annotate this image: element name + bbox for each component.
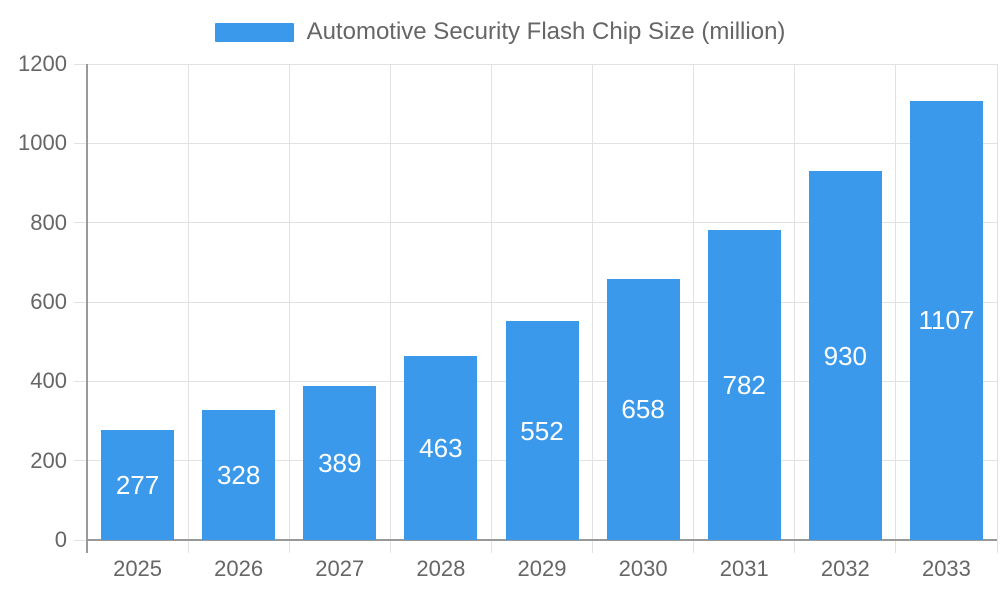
bar-value-label: 1107	[918, 305, 975, 336]
x-axis-tick-label: 2027	[315, 556, 365, 581]
bar-2030[interactable]: 658	[606, 278, 680, 540]
x-axis-tick-label: 2029	[517, 556, 567, 581]
x-axis-tick	[693, 540, 695, 553]
x-axis-tick-label: 2025	[113, 556, 163, 581]
y-axis-tick-label: 1200	[18, 51, 67, 76]
y-axis-tick	[74, 460, 87, 462]
y-axis-tick-label: 0	[54, 527, 67, 552]
gridline-vertical	[288, 64, 290, 540]
bar-value-label: 930	[823, 340, 868, 371]
legend-swatch-icon	[214, 22, 294, 42]
legend-item[interactable]: Automotive Security Flash Chip Size (mil…	[0, 16, 1000, 48]
bar-value-label: 328	[216, 459, 261, 490]
gridline-vertical	[895, 64, 897, 540]
gridline-horizontal	[87, 222, 997, 224]
y-axis-tick	[74, 380, 87, 382]
y-axis-tick-label: 800	[30, 209, 67, 235]
bar-value-label: 277	[115, 470, 160, 501]
x-axis-tick	[187, 540, 189, 553]
bar-value-label: 463	[419, 433, 463, 464]
gridline-vertical	[389, 64, 391, 540]
gridline-vertical	[490, 64, 492, 540]
bar-2029[interactable]: 552	[505, 321, 579, 540]
bar-2028[interactable]: 463	[404, 356, 478, 540]
gridline-vertical	[187, 64, 189, 540]
plot-area: 0 200 400 600 800 1000 1200 277 2025 328 2026 389 20…	[18, 51, 998, 581]
y-axis-tick-label: 600	[30, 289, 67, 314]
y-axis-tick	[74, 63, 87, 65]
y-axis-tick-label: 400	[30, 368, 67, 394]
x-axis-tick	[490, 540, 492, 553]
y-axis-line	[86, 64, 88, 553]
y-axis-tick	[74, 539, 87, 541]
x-axis-tick	[592, 540, 594, 553]
x-axis-tick-label: 2028	[416, 556, 466, 581]
bar-2025[interactable]: 277	[101, 430, 175, 540]
bar-2033[interactable]: 1107	[909, 100, 983, 540]
gridline-horizontal	[87, 63, 997, 65]
y-axis-tick	[74, 222, 87, 224]
y-axis-tick-label: 200	[30, 447, 67, 473]
bar-2032[interactable]: 930	[808, 171, 882, 540]
legend-label: Automotive Security Flash Chip Size (mil…	[306, 18, 786, 45]
gridline-vertical	[996, 64, 998, 540]
y-axis-tick	[74, 142, 87, 144]
x-axis-tick-label: 2030	[618, 556, 668, 581]
x-axis-line	[87, 539, 997, 541]
bar-value-label: 782	[722, 369, 766, 400]
gridline-vertical	[693, 64, 695, 540]
x-axis-tick	[996, 540, 998, 553]
x-axis-tick-label: 2033	[921, 556, 971, 581]
gridline-horizontal	[87, 301, 997, 303]
gridline-vertical	[592, 64, 594, 540]
x-axis-tick-label: 2026	[214, 556, 264, 581]
x-axis-tick	[794, 540, 796, 553]
x-axis-tick-label: 2032	[820, 556, 870, 581]
bar-2031[interactable]: 782	[707, 229, 781, 540]
bar-2027[interactable]: 389	[303, 385, 377, 540]
x-axis-tick-label: 2031	[719, 556, 769, 581]
x-axis-tick	[895, 540, 897, 553]
bar-2026[interactable]: 328	[202, 409, 276, 540]
y-axis-tick	[74, 301, 87, 303]
bar-value-label: 552	[520, 415, 564, 446]
gridline-vertical	[794, 64, 796, 540]
x-axis-tick	[288, 540, 290, 553]
bar-value-label: 658	[621, 394, 665, 425]
bar-value-label: 389	[318, 447, 362, 478]
x-axis-tick	[389, 540, 391, 553]
y-axis-tick-label: 1000	[18, 130, 67, 156]
gridline-horizontal	[87, 142, 997, 144]
